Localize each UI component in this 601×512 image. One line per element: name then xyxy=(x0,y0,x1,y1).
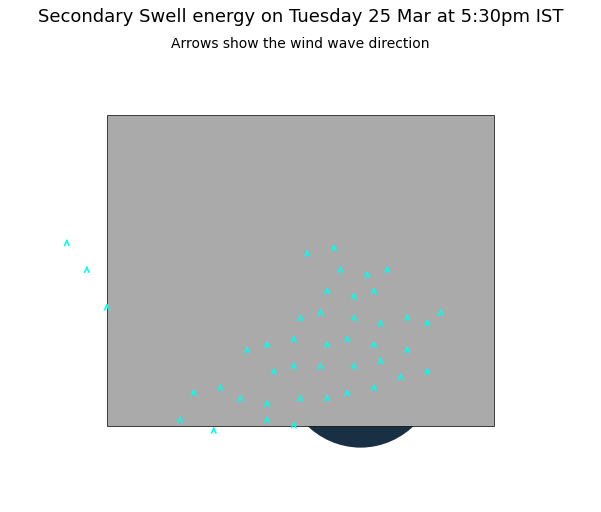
Ellipse shape xyxy=(281,276,441,447)
Polygon shape xyxy=(107,115,494,426)
Text: Arrows show the wind wave direction: Arrows show the wind wave direction xyxy=(171,37,430,51)
Text: Secondary Swell energy on Tuesday 25 Mar at 5:30pm IST: Secondary Swell energy on Tuesday 25 Mar… xyxy=(38,8,563,26)
